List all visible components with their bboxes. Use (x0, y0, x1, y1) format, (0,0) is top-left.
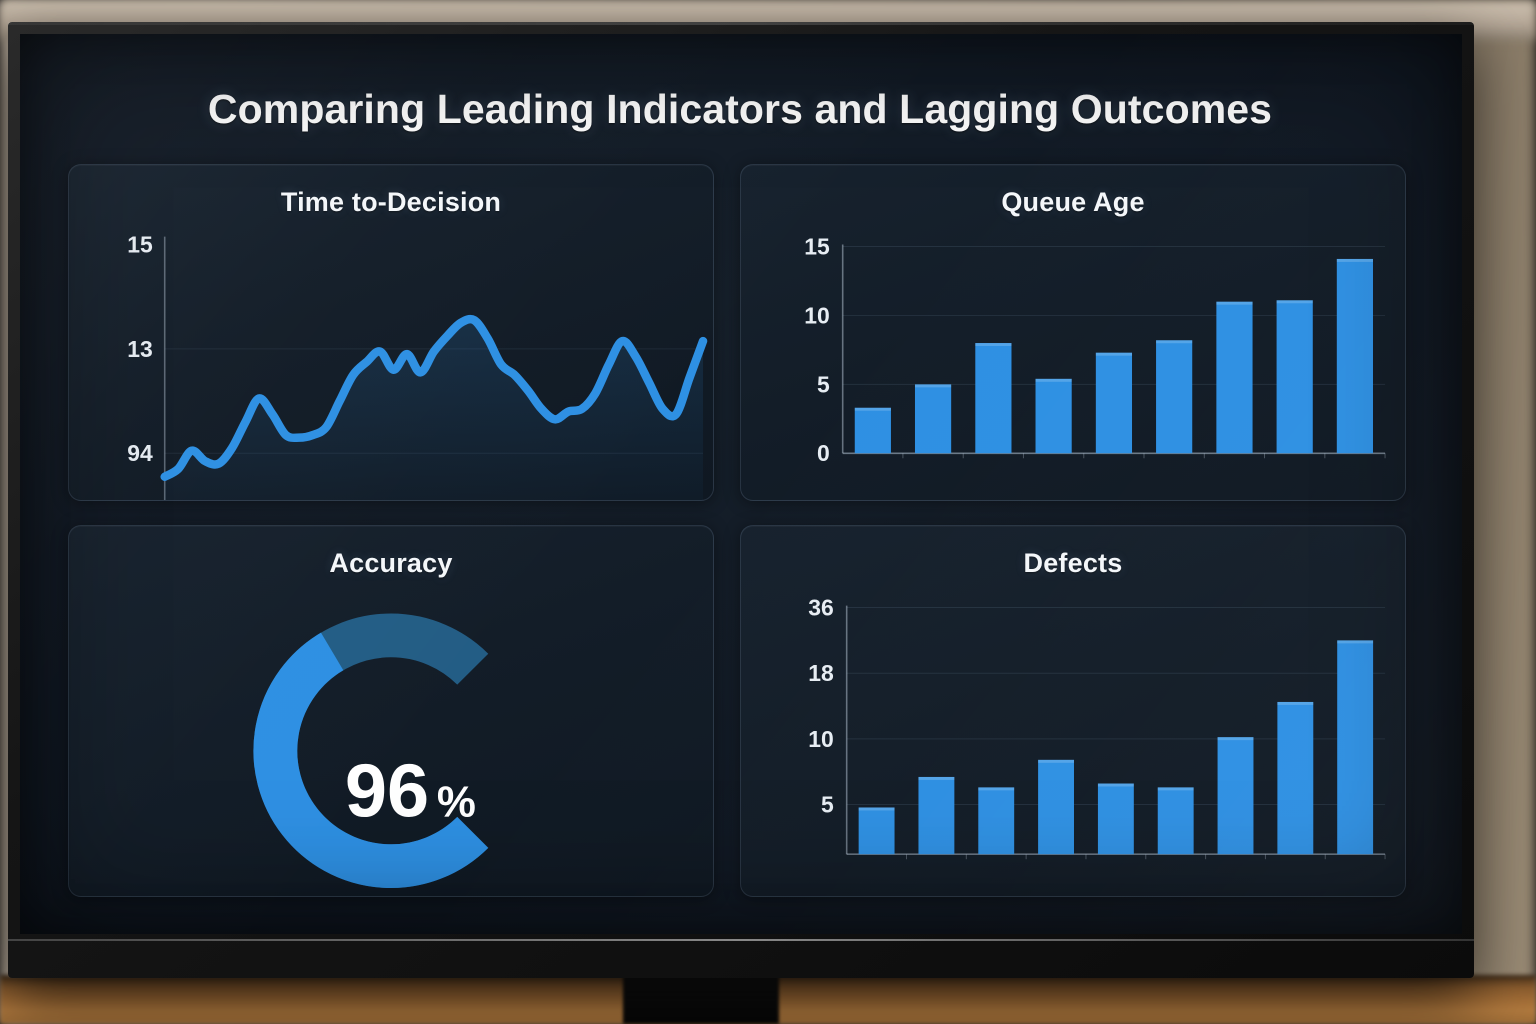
card-title-defects: Defects (1023, 548, 1123, 578)
dashboard: Comparing Leading Indicators and Lagging… (20, 34, 1462, 934)
gauge-unit-text: % (437, 777, 476, 826)
y-axis-tick-label: 10 (804, 302, 829, 328)
bar-highlight (1035, 378, 1072, 382)
monitor-bezel: Comparing Leading Indicators and Lagging… (8, 22, 1474, 978)
y-axis-tick-label: 36 (808, 595, 833, 621)
dashboard-grid: Time to-Decision 15 13 94 Queue Age 15 10 5 0 (46, 164, 1428, 897)
card-title-accuracy: Accuracy (329, 548, 453, 578)
bar-highlight (1277, 701, 1314, 705)
bar (1276, 300, 1313, 454)
y-axis-tick-label: 15 (127, 232, 153, 258)
chart-defects: 36 18 10 5 (741, 526, 1405, 896)
bar (1156, 340, 1193, 454)
monitor-stand (623, 972, 779, 1024)
bar (1216, 301, 1253, 454)
bar-highlight (1217, 737, 1254, 741)
bar-highlight (975, 343, 1012, 347)
y-axis-tick-label: 18 (808, 660, 834, 686)
bar (1277, 701, 1314, 855)
bar-highlight (854, 407, 891, 411)
gauge-value-text: 96 (345, 749, 429, 834)
y-axis-tick-label: 5 (817, 371, 830, 397)
bar (914, 384, 952, 454)
y-axis-tick-label: 10 (808, 726, 833, 752)
bar-highlight (1038, 759, 1074, 763)
card-queue-age[interactable]: Queue Age 15 10 5 0 (740, 164, 1406, 501)
bar (1035, 378, 1072, 454)
bar-highlight (1095, 352, 1133, 356)
chart-time-to-decision: 15 13 94 (69, 165, 713, 500)
line-series (160, 314, 708, 481)
bezel-bottom-edge (8, 939, 1474, 941)
chart-queue-age: 15 10 5 0 (741, 165, 1405, 500)
bar (1095, 352, 1133, 454)
bar (975, 343, 1012, 454)
bar (978, 787, 1015, 855)
line-area-fill (164, 319, 704, 500)
bar (854, 407, 891, 454)
bar-highlight (1336, 258, 1373, 262)
y-axis-tick-label: 0 (817, 440, 830, 466)
bar-highlight (1157, 787, 1194, 791)
bar (1038, 759, 1074, 855)
bar (918, 776, 955, 855)
bar (1217, 737, 1254, 855)
bar-highlight (858, 807, 895, 811)
page-title: Comparing Leading Indicators and Lagging… (207, 86, 1273, 132)
y-axis-tick-label: 15 (804, 233, 830, 259)
bar-highlight (1097, 783, 1134, 787)
bar-highlight (1276, 300, 1313, 304)
bar-highlight (1216, 301, 1253, 305)
card-title-queue-age: Queue Age (1001, 187, 1145, 217)
bar (1157, 787, 1194, 855)
y-axis-tick-label: 13 (127, 336, 152, 362)
gauge-value-arc (253, 632, 489, 889)
card-title-time-to-decision: Time to-Decision (280, 187, 502, 217)
card-time-to-decision[interactable]: Time to-Decision 15 13 94 (68, 164, 714, 501)
bar (858, 807, 895, 855)
card-defects[interactable]: Defects 36 18 10 5 (740, 525, 1406, 897)
bar-highlight (914, 384, 952, 388)
card-accuracy[interactable]: Accuracy 96% (68, 525, 714, 897)
bar-highlight (978, 787, 1015, 791)
chart-accuracy-gauge: 96% (69, 526, 713, 896)
bar-highlight (918, 776, 955, 780)
bar (1097, 783, 1134, 855)
bezel-highlight (8, 22, 1474, 25)
y-axis-tick-label: 94 (127, 440, 153, 466)
monitor-screen: Comparing Leading Indicators and Lagging… (20, 34, 1462, 934)
y-axis-tick-label: 5 (821, 791, 834, 817)
bar-highlight (1156, 340, 1193, 344)
bar-highlight (1337, 640, 1374, 644)
bar (1336, 258, 1373, 454)
bar (1337, 640, 1374, 855)
